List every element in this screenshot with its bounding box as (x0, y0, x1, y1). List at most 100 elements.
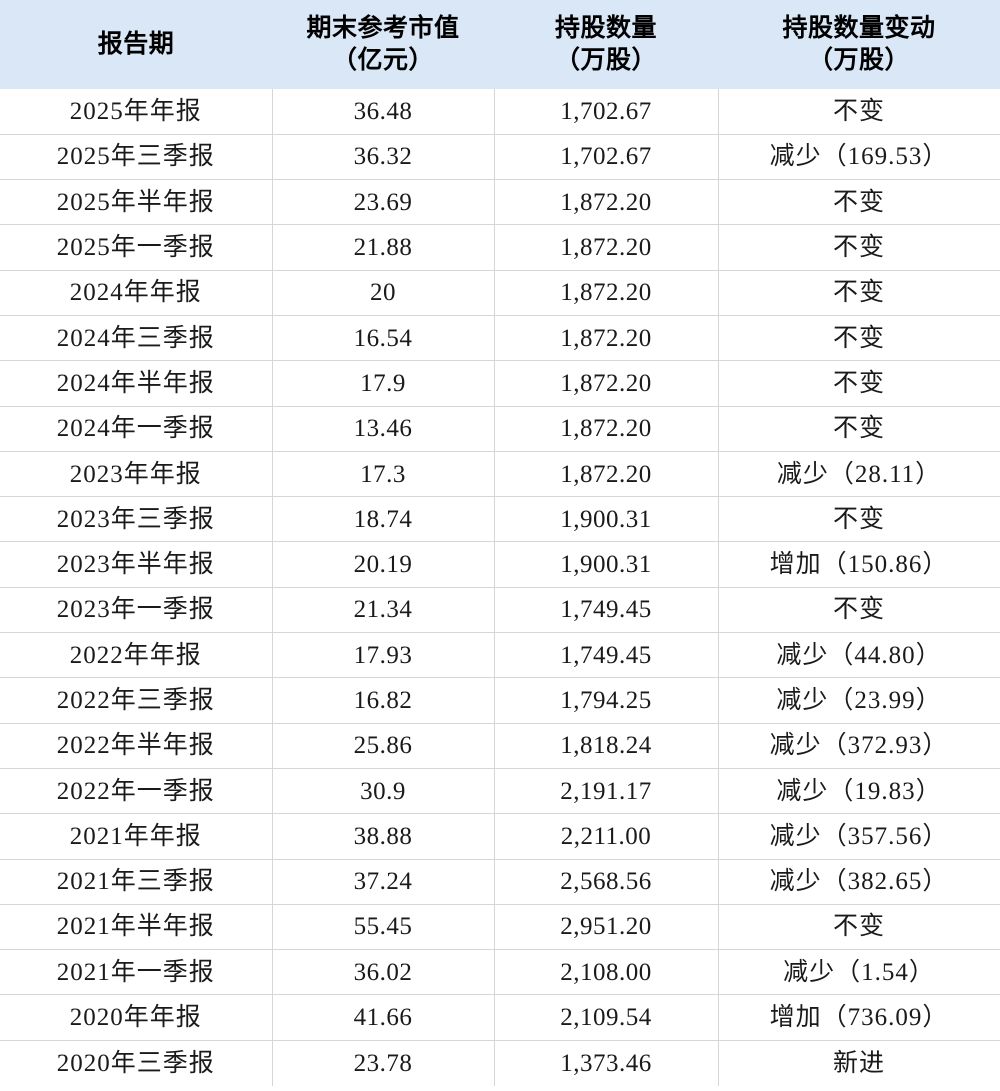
column-header-market-value-line2: （亿元） (331, 45, 434, 74)
shares-change-cell: 不变 (718, 406, 1000, 452)
shares-change-cell: 减少（28.11） (718, 451, 1000, 498)
shares-change-cell: 不变 (718, 315, 1000, 362)
shares-cell: 1,794.25 (494, 677, 719, 724)
market-value-cell: 20 (272, 270, 495, 316)
shares-change-cell: 不变 (718, 360, 1000, 407)
period-cell: 2021年半年报 (0, 904, 273, 951)
column-header-shares-change-line2: （万股） (807, 45, 910, 74)
shares-change-cell: 增加（150.86） (718, 541, 1000, 588)
period-cell: 2021年一季报 (0, 949, 273, 996)
period-cell: 2024年一季报 (0, 406, 273, 452)
header-row: 报告期 期末参考市值 （亿元） 持股数量 （万股） 持股数量变动 （万股） (0, 0, 1000, 89)
shares-change-cell: 减少（23.99） (718, 677, 1000, 724)
table-row: 2021年年报 38.88 2,211.00 减少（357.56） (0, 813, 1000, 860)
column-header-market-value-line1: 期末参考市值 (306, 13, 460, 42)
shares-change-cell: 不变 (718, 587, 1000, 634)
shares-cell: 2,951.20 (494, 904, 719, 951)
table-row: 2021年三季报 37.24 2,568.56 减少（382.65） (0, 859, 1000, 905)
table-row: 2025年三季报 36.32 1,702.67 减少（169.53） (0, 134, 1000, 181)
shares-cell: 1,749.45 (494, 632, 719, 679)
market-value-cell: 36.48 (272, 89, 495, 135)
shares-change-cell: 不变 (718, 904, 1000, 951)
period-cell: 2022年半年报 (0, 723, 273, 769)
shares-cell: 1,818.24 (494, 723, 719, 769)
shares-change-cell: 减少（44.80） (718, 632, 1000, 679)
market-value-cell: 17.3 (272, 451, 495, 498)
period-cell: 2022年三季报 (0, 677, 273, 724)
market-value-cell: 18.74 (272, 496, 495, 543)
period-cell: 2024年半年报 (0, 360, 273, 407)
table-row: 2023年一季报 21.34 1,749.45 不变 (0, 587, 1000, 634)
period-cell: 2025年三季报 (0, 134, 273, 181)
market-value-cell: 41.66 (272, 994, 495, 1041)
column-header-shares-line1: 持股数量 (554, 13, 657, 42)
table-row: 2020年三季报 23.78 1,373.46 新进 (0, 1040, 1000, 1086)
shares-change-cell: 减少（382.65） (718, 859, 1000, 905)
market-value-cell: 55.45 (272, 904, 495, 951)
table-row: 2023年三季报 18.74 1,900.31 不变 (0, 496, 1000, 543)
shares-cell: 2,211.00 (494, 813, 719, 860)
market-value-cell: 17.9 (272, 360, 495, 407)
table-row: 2025年半年报 23.69 1,872.20 不变 (0, 179, 1000, 226)
shares-cell: 2,568.56 (494, 859, 719, 905)
market-value-cell: 20.19 (272, 541, 495, 588)
column-header-shares-line2: （万股） (554, 45, 657, 74)
period-cell: 2023年一季报 (0, 587, 273, 634)
shares-cell: 1,900.31 (494, 496, 719, 543)
shares-change-cell: 减少（169.53） (718, 134, 1000, 181)
table-header: 报告期 期末参考市值 （亿元） 持股数量 （万股） 持股数量变动 （万股） (0, 0, 1000, 89)
market-value-cell: 16.82 (272, 677, 495, 724)
table-row: 2023年半年报 20.19 1,900.31 增加（150.86） (0, 541, 1000, 588)
table-row: 2020年年报 41.66 2,109.54 增加（736.09） (0, 994, 1000, 1041)
shares-change-cell: 不变 (718, 270, 1000, 316)
market-value-cell: 23.78 (272, 1040, 495, 1086)
shares-cell: 1,872.20 (494, 406, 719, 452)
market-value-cell: 38.88 (272, 813, 495, 860)
period-cell: 2024年三季报 (0, 315, 273, 362)
shares-change-cell: 减少（19.83） (718, 768, 1000, 815)
table-row: 2021年半年报 55.45 2,951.20 不变 (0, 904, 1000, 951)
market-value-cell: 16.54 (272, 315, 495, 362)
shares-cell: 1,872.20 (494, 224, 719, 271)
shares-cell: 1,900.31 (494, 541, 719, 588)
period-cell: 2023年半年报 (0, 541, 273, 588)
table-row: 2022年半年报 25.86 1,818.24 减少（372.93） (0, 723, 1000, 769)
table-row: 2021年一季报 36.02 2,108.00 减少（1.54） (0, 949, 1000, 996)
period-cell: 2021年年报 (0, 813, 273, 860)
shares-change-cell: 新进 (718, 1040, 1000, 1086)
column-header-shares-change-line1: 持股数量变动 (782, 13, 936, 42)
shares-change-cell: 减少（1.54） (718, 949, 1000, 996)
table-row: 2023年年报 17.3 1,872.20 减少（28.11） (0, 451, 1000, 498)
period-cell: 2020年三季报 (0, 1040, 273, 1086)
shares-change-cell: 不变 (718, 496, 1000, 543)
table-row: 2024年一季报 13.46 1,872.20 不变 (0, 406, 1000, 452)
shares-change-cell: 增加（736.09） (718, 994, 1000, 1041)
column-header-period: 报告期 (0, 0, 272, 89)
period-cell: 2024年年报 (0, 270, 273, 316)
market-value-cell: 21.88 (272, 224, 495, 271)
shares-cell: 1,872.20 (494, 179, 719, 226)
shares-cell: 1,702.67 (494, 134, 719, 181)
shares-cell: 1,749.45 (494, 587, 719, 634)
column-header-shares-change: 持股数量变动 （万股） (718, 0, 1000, 89)
column-header-shares: 持股数量 （万股） (494, 0, 718, 89)
shares-cell: 1,373.46 (494, 1040, 719, 1086)
market-value-cell: 36.02 (272, 949, 495, 996)
shares-change-cell: 不变 (718, 179, 1000, 226)
shares-change-cell: 不变 (718, 224, 1000, 271)
column-header-market-value: 期末参考市值 （亿元） (272, 0, 494, 89)
table-row: 2022年年报 17.93 1,749.45 减少（44.80） (0, 632, 1000, 679)
period-cell: 2021年三季报 (0, 859, 273, 905)
shares-change-cell: 不变 (718, 89, 1000, 135)
market-value-cell: 37.24 (272, 859, 495, 905)
shares-cell: 1,702.67 (494, 89, 719, 135)
period-cell: 2023年三季报 (0, 496, 273, 543)
shares-cell: 2,191.17 (494, 768, 719, 815)
period-cell: 2020年年报 (0, 994, 273, 1041)
market-value-cell: 23.69 (272, 179, 495, 226)
table-row: 2022年一季报 30.9 2,191.17 减少（19.83） (0, 768, 1000, 815)
table-body: 2025年年报 36.48 1,702.67 不变 2025年三季报 36.32 1,702… (0, 89, 1000, 1086)
shares-change-cell: 减少（357.56） (718, 813, 1000, 860)
market-value-cell: 17.93 (272, 632, 495, 679)
